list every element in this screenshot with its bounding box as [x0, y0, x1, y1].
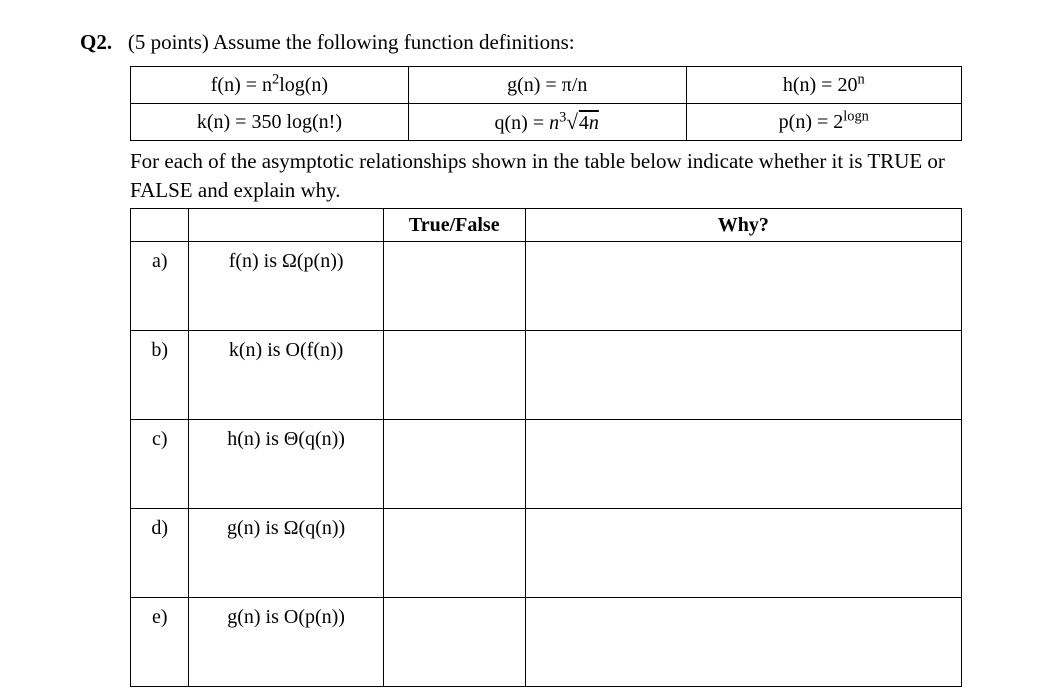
def-q-rhs: n3√4n — [549, 112, 600, 134]
row-relationship: h(n) is Θ(q(n)) — [189, 420, 383, 509]
row-label: d) — [131, 509, 189, 598]
row-why — [525, 242, 961, 331]
question-points: (5 points) — [128, 30, 209, 54]
row-why — [525, 420, 961, 509]
def-q: q(n) = n3√4n — [408, 104, 686, 141]
question-number: Q2. — [80, 30, 112, 54]
row-why — [525, 509, 961, 598]
def-h: h(n) = 20n — [686, 67, 961, 104]
table-row: b) k(n) is O(f(n)) — [131, 331, 962, 420]
header-why: Why? — [525, 209, 961, 242]
row-why — [525, 331, 961, 420]
row-why — [525, 598, 961, 687]
answer-table-header-row: True/False Why? — [131, 209, 962, 242]
def-k-rhs: 350 log(n!) — [251, 111, 342, 133]
definitions-table: f(n) = n2log(n) g(n) = π/n h(n) = 20n k(… — [130, 66, 962, 141]
table-row: e) g(n) is O(p(n)) — [131, 598, 962, 687]
row-true-false — [383, 242, 525, 331]
def-p-rhs: 2logn — [833, 111, 869, 133]
question-prompt-text: Assume the following function definition… — [213, 30, 575, 54]
page: Q2. (5 points) Assume the following func… — [0, 0, 1056, 696]
table-row: a) f(n) is Ω(p(n)) — [131, 242, 962, 331]
row-relationship: g(n) is O(p(n)) — [189, 598, 383, 687]
row-label: a) — [131, 242, 189, 331]
row-true-false — [383, 420, 525, 509]
row-relationship: g(n) is Ω(q(n)) — [189, 509, 383, 598]
row-true-false — [383, 509, 525, 598]
def-f-lhs: f(n) = — [211, 74, 262, 96]
def-p: p(n) = 2logn — [686, 104, 961, 141]
def-g-rhs: π/n — [562, 74, 588, 96]
def-f-rhs: n2log(n) — [262, 74, 328, 96]
def-h-rhs: 20n — [837, 74, 864, 96]
question-line: Q2. (5 points) Assume the following func… — [80, 28, 976, 56]
header-relationship — [189, 209, 383, 242]
header-true-false: True/False — [383, 209, 525, 242]
def-p-lhs: p(n) = — [779, 111, 834, 133]
def-q-lhs: q(n) = — [495, 112, 550, 134]
row-label: e) — [131, 598, 189, 687]
def-k-lhs: k(n) = — [197, 111, 252, 133]
def-f: f(n) = n2log(n) — [131, 67, 409, 104]
answer-table: True/False Why? a) f(n) is Ω(p(n)) b) k(… — [130, 208, 962, 687]
header-label — [131, 209, 189, 242]
def-h-lhs: h(n) = — [783, 74, 838, 96]
table-row: c) h(n) is Θ(q(n)) — [131, 420, 962, 509]
instruction-text: For each of the asymptotic relationships… — [130, 147, 962, 204]
def-k: k(n) = 350 log(n!) — [131, 104, 409, 141]
row-label: c) — [131, 420, 189, 509]
row-label: b) — [131, 331, 189, 420]
row-true-false — [383, 598, 525, 687]
row-true-false — [383, 331, 525, 420]
row-relationship: k(n) is O(f(n)) — [189, 331, 383, 420]
def-g-lhs: g(n) = — [507, 74, 562, 96]
row-relationship: f(n) is Ω(p(n)) — [189, 242, 383, 331]
def-g: g(n) = π/n — [408, 67, 686, 104]
table-row: d) g(n) is Ω(q(n)) — [131, 509, 962, 598]
